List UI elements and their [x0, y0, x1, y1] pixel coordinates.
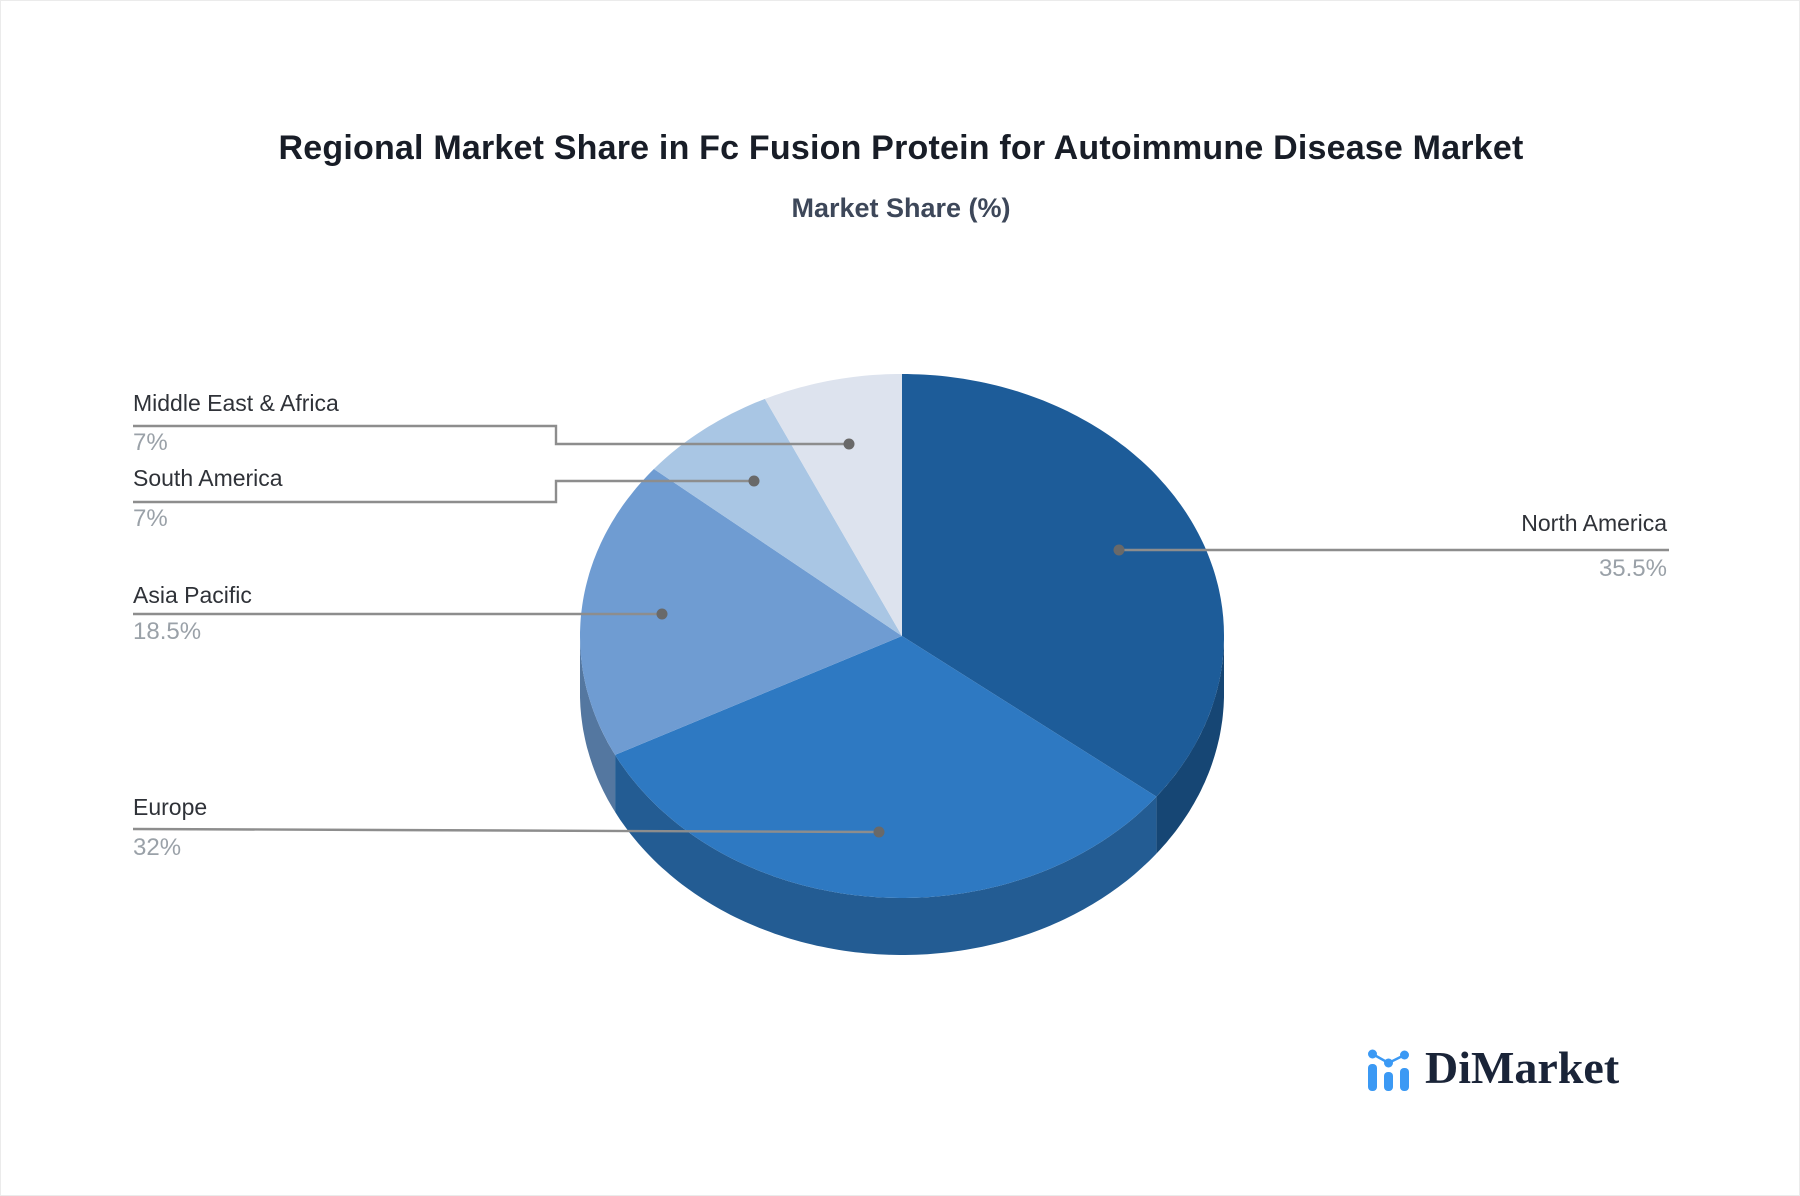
chart-subtitle: Market Share (%) — [791, 193, 1011, 223]
pie-slice-north-america[interactable] — [902, 374, 1224, 797]
callout-value-middle-east-africa: 7% — [133, 429, 168, 456]
callout-value-north-america: 35.5% — [1598, 555, 1667, 582]
leader-dot-north-america — [1113, 544, 1125, 556]
callout-value-europe: 32% — [133, 834, 182, 861]
chart-title: Regional Market Share in Fc Fusion Prote… — [278, 129, 1524, 167]
callout-label-europe: Europe — [133, 794, 208, 820]
dimarket-logo-icon — [1368, 1049, 1409, 1091]
leader-dot-south-america — [748, 475, 760, 487]
pie-slice-south-america[interactable] — [653, 398, 902, 636]
pie-slice-side-north-america — [1156, 636, 1224, 854]
callout-label-asia-pacific: Asia Pacific — [133, 582, 252, 608]
leader-line-middle-east-africa — [133, 424, 849, 446]
leader-dot-middle-east-africa — [843, 438, 855, 450]
dimarket-logo: DiMarket — [1366, 1043, 1619, 1093]
pie-slice-side-europe — [615, 754, 1157, 955]
leader-line-south-america — [133, 479, 754, 504]
callout-value-south-america: 7% — [133, 505, 168, 532]
callout-label-north-america: North America — [1521, 510, 1667, 536]
leader-dot-asia-pacific — [656, 608, 668, 620]
callout-value-asia-pacific: 18.5% — [133, 618, 202, 645]
dimarket-logo-text: DiMarket — [1425, 1042, 1620, 1093]
callout-label-middle-east-africa: Middle East & Africa — [133, 390, 339, 416]
pie-slice-asia-pacific[interactable] — [580, 469, 902, 755]
pie-slice-middle-east-africa[interactable] — [764, 374, 902, 636]
callout-label-south-america: South America — [133, 465, 283, 491]
leader-dot-europe — [873, 826, 885, 838]
leader-line-europe — [132, 827, 880, 834]
pie-slice-side-asia-pacific — [580, 636, 616, 812]
